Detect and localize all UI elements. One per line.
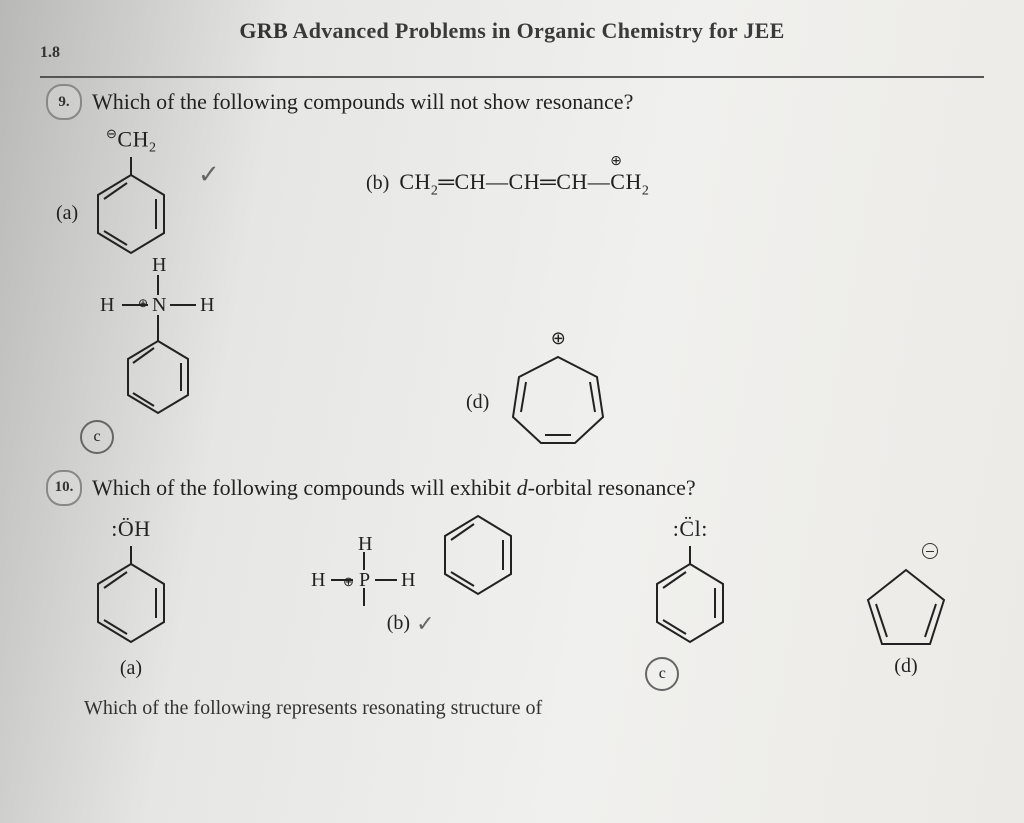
q9-b-plus: ⊕ [610, 153, 622, 170]
svg-text:⊕: ⊕ [343, 574, 354, 589]
phenol-icon [86, 542, 176, 652]
phosphonium-top-icon: P ⊕ H H H [299, 536, 429, 606]
q9-d-charge: ⊕ [503, 328, 613, 349]
q10-d-label: (d) [894, 655, 917, 677]
svg-text:⊕: ⊕ [138, 296, 148, 310]
benzene-icon [433, 510, 523, 606]
svg-text:H: H [100, 294, 114, 316]
q9-row-ab: ⊖CH2 (a) [86, 126, 984, 225]
svg-text:H: H [152, 254, 166, 276]
anilinium-icon: N ⊕ H H H [86, 249, 226, 439]
question-9-row: 9. Which of the following compounds will… [46, 84, 984, 120]
header-rule [40, 76, 984, 78]
q9-d-label: (d) [466, 391, 489, 414]
svg-text:H: H [401, 569, 415, 591]
q9-a-ch: CH [117, 126, 149, 151]
tropylium-icon [503, 349, 613, 449]
q9-d-structure: ⊕ [503, 328, 613, 454]
q10-number-badge: 10. [46, 470, 82, 506]
book-title-rest: Advanced Problems in Organic Chemistry f… [288, 18, 785, 43]
minus-icon [922, 543, 938, 559]
q9-a-label: (a) [56, 202, 78, 224]
benzene-icon [86, 157, 176, 257]
q9-text: Which of the following compounds will no… [92, 89, 633, 115]
q9-a-charge: ⊖ [106, 126, 117, 141]
q9-option-b: (b) CH2═CH―CH═CH―C⊕H2 [366, 151, 984, 199]
q9-option-a: ⊖CH2 (a) [86, 126, 366, 225]
q10-option-d: (d) [858, 516, 954, 691]
chlorobenzene-icon [645, 542, 735, 652]
q10-d-charge-wrap [858, 542, 954, 560]
q9-number-badge: 9. [46, 84, 82, 120]
q9-b-formula: CH2═CH―CH═CH―C⊕H2 [393, 169, 649, 194]
q10-option-c: :C̈l: c [645, 516, 735, 691]
q9-row-cd: N ⊕ H H H [86, 249, 984, 454]
question-10: 10. Which of the following compounds wil… [46, 470, 984, 691]
q9-c-label: c [80, 420, 114, 454]
svg-text:N: N [152, 294, 166, 316]
q9-option-c: N ⊕ H H H [86, 249, 466, 454]
book-title-grb: GRB [239, 18, 288, 43]
section-number: 1.8 [40, 44, 984, 62]
svg-text:H: H [200, 294, 214, 316]
q10-option-b: P ⊕ H H H [299, 516, 523, 691]
question-9: 9. Which of the following compounds will… [46, 84, 984, 454]
check-icon: ✓ [416, 611, 434, 637]
q10-option-a: :ÖH (a) [86, 516, 176, 691]
check-icon: ✓ [198, 160, 220, 190]
q10-c-label: c [645, 657, 679, 691]
q9-option-d: (d) ⊕ [466, 328, 984, 454]
q10-text: Which of the following compounds will ex… [92, 475, 696, 501]
q10-a-top: :ÖH [86, 516, 176, 542]
q9-b-label: (b) [366, 172, 389, 194]
svg-text:H: H [358, 533, 372, 555]
q10-options-row: :ÖH (a) P ⊕ [86, 516, 954, 691]
q9-a-ch2-label: ⊖CH2 [106, 126, 176, 157]
q10-c-top: :C̈l: [645, 516, 735, 542]
question-10-row: 10. Which of the following compounds wil… [46, 470, 984, 506]
page: GRB Advanced Problems in Organic Chemist… [0, 0, 1024, 823]
svg-text:H: H [311, 569, 325, 591]
q9-a-sub: 2 [149, 141, 157, 156]
book-title: GRB Advanced Problems in Organic Chemist… [40, 18, 984, 44]
cutoff-line: Which of the following represents resona… [84, 697, 984, 720]
svg-text:P: P [359, 569, 370, 591]
q9-a-structure-col: ⊖CH2 (a) [86, 126, 176, 225]
cyclopentadienyl-icon [858, 560, 954, 650]
q10-b-label: (b) [387, 612, 410, 635]
q10-a-label: (a) [120, 657, 142, 679]
